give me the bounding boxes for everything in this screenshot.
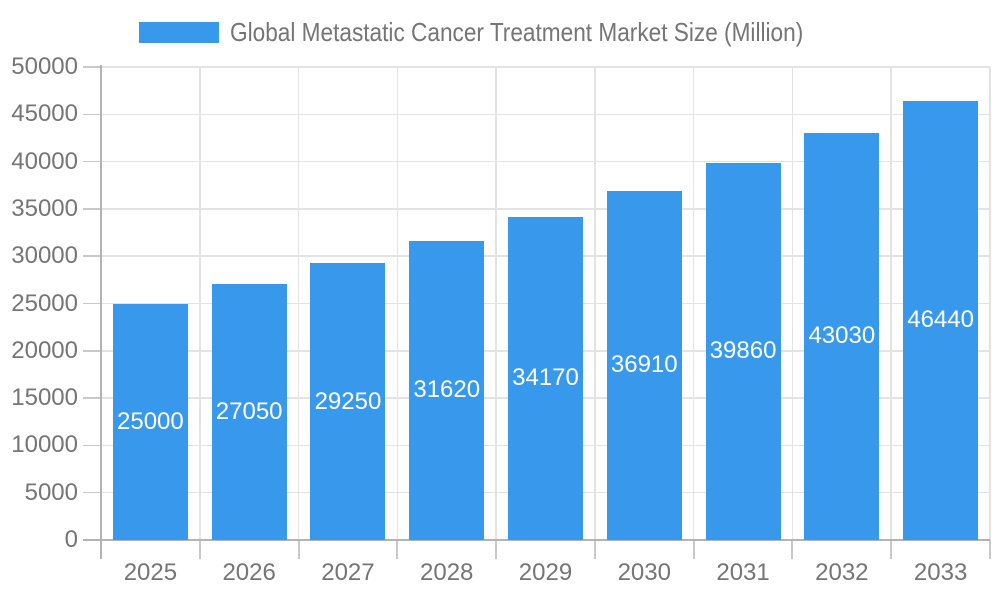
v-gridline [396,67,399,540]
y-axis-label: 0 [64,526,78,553]
v-gridline [199,67,201,540]
x-axis-line [83,539,990,541]
x-axis-label: 2028 [420,559,474,586]
y-axis-label: 45000 [11,100,78,128]
y-axis-label: 40000 [11,147,78,175]
legend-title-wrap: Global Metastatic Cancer Treatment Marke… [230,18,862,46]
bar[interactable] [112,303,188,540]
y-axis-tick [83,350,101,352]
bar-value-label: 39860 [709,337,777,365]
v-gridline [594,67,596,540]
y-axis-label: 35000 [11,194,78,222]
bar[interactable] [409,240,485,540]
x-axis-label: 2027 [321,559,375,586]
h-gridline [101,160,990,163]
y-axis-tick [83,491,101,494]
v-gridline [495,67,497,540]
v-gridline [297,67,300,540]
x-axis-tick [396,540,399,559]
v-gridline [791,67,794,540]
x-axis-label: 2026 [222,559,276,586]
bar-value-label: 29250 [314,387,382,415]
h-gridline [101,208,990,210]
x-axis-tick [791,540,794,559]
bar-value-label: 31620 [413,376,481,404]
chart-legend[interactable]: Global Metastatic Cancer Treatment Marke… [0,18,1000,46]
x-axis-label: 2031 [716,559,770,586]
y-axis-tick [83,160,101,163]
h-gridline [101,66,990,68]
x-axis-label: 2032 [815,559,869,586]
y-axis-label: 15000 [11,384,78,412]
x-axis-label: 2025 [123,559,178,586]
y-axis-tick [83,444,101,447]
bar[interactable] [606,190,682,540]
y-axis-tick [83,208,101,210]
bar-value-label: 43030 [808,322,876,350]
x-axis-tick [593,540,596,559]
y-axis-tick [83,255,101,257]
h-gridline [101,113,990,116]
bar[interactable] [903,100,979,540]
bar[interactable] [310,263,386,540]
y-axis-line [100,65,102,559]
x-axis-label: 2033 [913,559,968,586]
bar-value-label: 36910 [610,351,678,379]
v-gridline [989,67,991,540]
bar[interactable] [508,216,583,540]
v-gridline [692,67,695,540]
y-axis-tick [83,113,101,116]
x-axis-tick [890,540,893,559]
y-axis-label: 50000 [11,53,78,80]
bar-value-label: 46440 [907,306,974,334]
y-axis-label: 5000 [24,478,78,506]
x-axis-tick [989,540,991,559]
bar-value-label: 34170 [512,364,579,392]
y-axis-label: 20000 [11,336,78,364]
y-axis-tick [83,302,101,305]
legend-swatch [138,21,219,43]
v-gridline [890,67,892,540]
bar[interactable] [804,132,880,540]
bar-value-label: 25000 [117,407,184,435]
y-axis-tick [83,397,101,399]
y-axis-label: 10000 [11,431,78,459]
y-axis-tick [83,66,101,68]
x-axis-tick [692,540,695,559]
x-axis-tick [495,540,498,559]
x-axis-label: 2029 [518,559,573,586]
bar[interactable] [705,162,781,540]
x-axis-tick [198,540,201,559]
y-axis-label: 25000 [11,289,78,317]
bar-value-label: 27050 [215,398,283,426]
y-axis-label: 30000 [11,242,78,270]
x-axis-label: 2030 [617,559,671,586]
chart-title: Global Metastatic Cancer Treatment Marke… [229,17,803,47]
bar[interactable] [211,284,287,540]
x-axis-tick [297,540,300,559]
